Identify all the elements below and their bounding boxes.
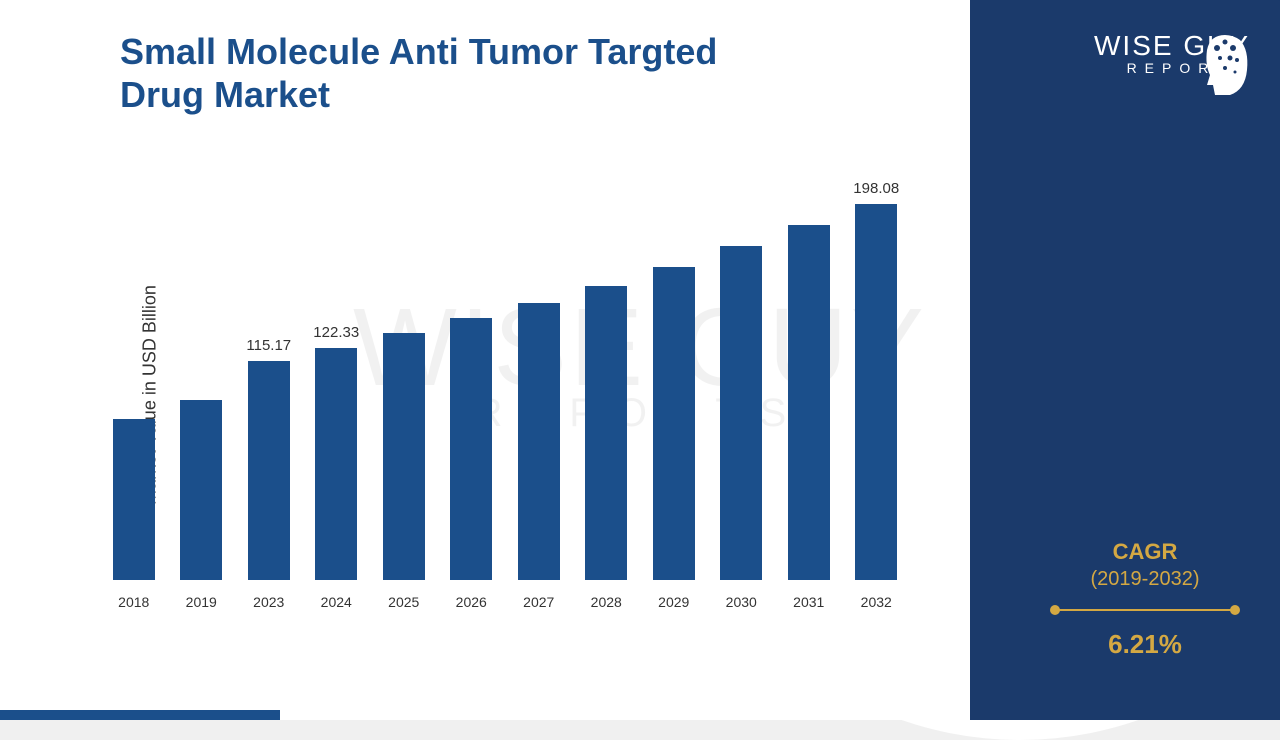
bars-container: 115.17 122.33 198.08 [100, 180, 910, 580]
bar [383, 333, 425, 580]
bar-group [518, 303, 560, 580]
x-axis-labels: 2018 2019 2023 2024 2025 2026 2027 2028 2029 2030… [100, 594, 910, 610]
x-axis-label: 2019 [180, 594, 222, 610]
bar [113, 419, 155, 581]
brand-logo: WISE GUY REPORTS [1094, 30, 1250, 76]
bar [518, 303, 560, 580]
bar-group: 115.17 [248, 361, 290, 580]
bar-group [653, 267, 695, 581]
bar-chart: Market Value in USD Billion 115.17122.33… [80, 170, 910, 620]
bar [248, 361, 290, 580]
bar [180, 400, 222, 581]
cagr-years: (2019-2032) [1055, 568, 1235, 591]
x-axis-label: 2032 [855, 594, 897, 610]
bar-group: 198.08 [855, 204, 897, 580]
bar-group [383, 333, 425, 580]
bar [788, 225, 830, 580]
x-axis-label: 2023 [248, 594, 290, 610]
bar [855, 204, 897, 580]
bar-value-label: 115.17 [246, 337, 291, 354]
cagr-value: 6.21% [1055, 629, 1235, 660]
x-axis-label: 2025 [383, 594, 425, 610]
bar [315, 348, 357, 580]
x-axis-label: 2029 [653, 594, 695, 610]
bar-group [585, 286, 627, 581]
bar-group [450, 318, 492, 580]
head-silhouette-icon [1195, 30, 1255, 100]
chart-title: Small Molecule Anti Tumor Targted Drug M… [120, 30, 800, 116]
bar [653, 267, 695, 581]
bar-group [180, 400, 222, 581]
x-axis-label: 2027 [518, 594, 560, 610]
bar-group [788, 225, 830, 580]
x-axis-label: 2018 [113, 594, 155, 610]
bar-value-label: 198.08 [853, 180, 899, 197]
x-axis-label: 2031 [788, 594, 830, 610]
x-axis-label: 2030 [720, 594, 762, 610]
x-axis-label: 2024 [315, 594, 357, 610]
cagr-panel: CAGR (2019-2032) 6.21% [1055, 539, 1235, 660]
bottom-accent-bar [0, 710, 280, 720]
bar [720, 246, 762, 580]
cagr-title: CAGR [1055, 539, 1235, 565]
bar-group [113, 419, 155, 581]
bar-value-label: 122.33 [313, 324, 359, 341]
bar [450, 318, 492, 580]
bar-group: 122.33 [315, 348, 357, 580]
x-axis-label: 2028 [585, 594, 627, 610]
bar [585, 286, 627, 581]
bar-group [720, 246, 762, 580]
x-axis-label: 2026 [450, 594, 492, 610]
cagr-divider [1055, 609, 1235, 611]
infographic-container: Small Molecule Anti Tumor Targted Drug M… [0, 0, 1280, 720]
